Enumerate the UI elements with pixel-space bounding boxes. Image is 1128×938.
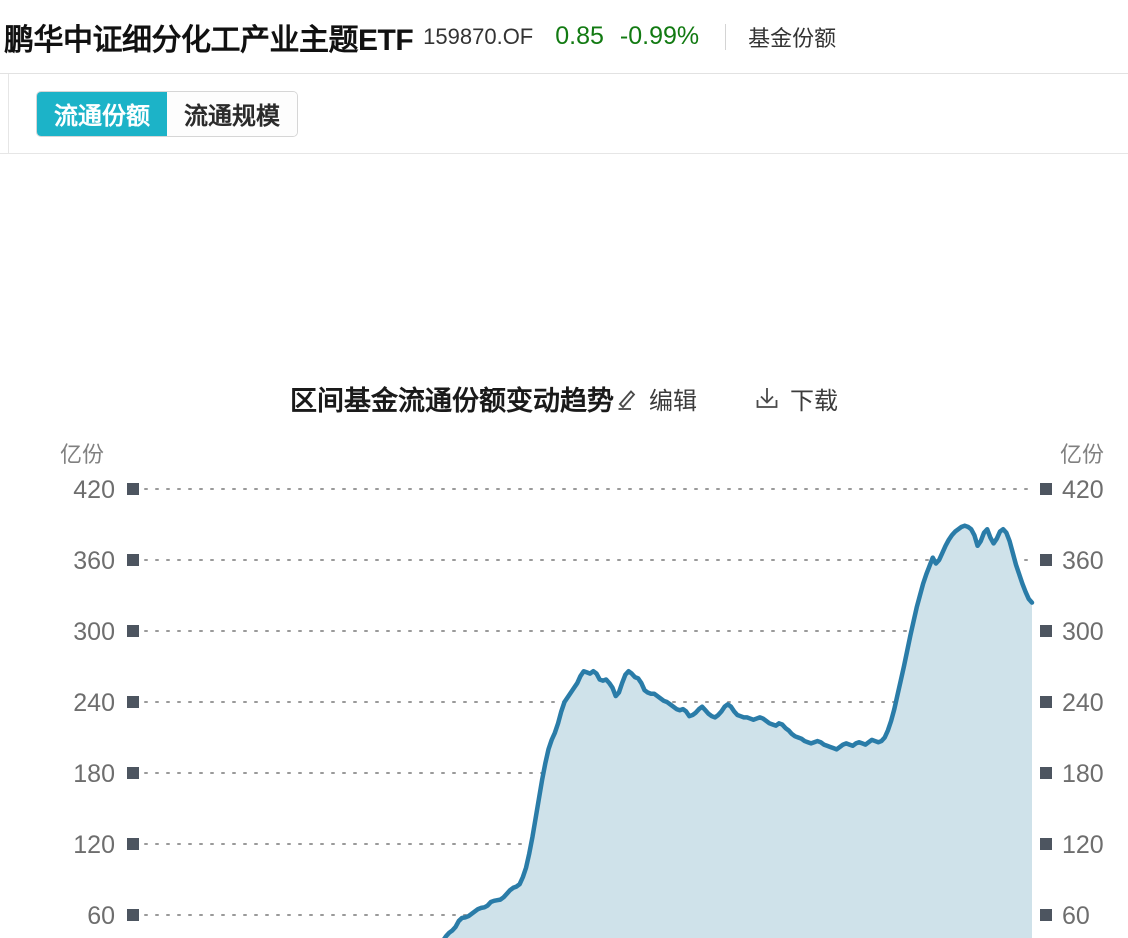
svg-text:240: 240 xyxy=(1062,689,1104,717)
svg-text:120: 120 xyxy=(73,831,115,859)
svg-text:180: 180 xyxy=(1062,760,1104,788)
tab-circulating-shares[interactable]: 流通份额 xyxy=(37,91,167,136)
chart-container: 区间基金流通份额变动趋势 编辑 下载 亿份 亿份 00606012012 xyxy=(0,154,1128,938)
price-value: 0.85 xyxy=(555,22,604,50)
download-label: 下载 xyxy=(790,387,838,415)
tab-bar: 流通份额 流通规模 xyxy=(0,74,1128,154)
svg-text:360: 360 xyxy=(73,547,115,575)
download-icon xyxy=(753,385,781,411)
svg-text:300: 300 xyxy=(73,618,115,646)
chart-title: 区间基金流通份额变动趋势 xyxy=(290,385,614,416)
svg-text:300: 300 xyxy=(1062,618,1104,646)
fund-name: 鹏华中证细分化工产业主题ETF xyxy=(4,23,414,57)
svg-text:60: 60 xyxy=(1062,902,1090,930)
chart-plot: 0060601201201801802402403003003603604204… xyxy=(73,476,1104,938)
price-change-percent: -0.99% xyxy=(619,22,700,50)
chart-header: 区间基金流通份额变动趋势 编辑 下载 xyxy=(0,376,1128,420)
svg-text:180: 180 xyxy=(73,760,115,788)
fund-code: 159870.OF xyxy=(423,23,534,49)
y-axis-unit-left: 亿份 xyxy=(60,442,105,467)
left-rail-divider xyxy=(8,74,9,154)
tab-group: 流通份额 流通规模 xyxy=(36,90,298,137)
svg-text:60: 60 xyxy=(87,902,115,930)
edit-label: 编辑 xyxy=(649,387,697,415)
svg-text:360: 360 xyxy=(1062,547,1104,575)
download-button[interactable]: 下载 xyxy=(753,381,838,416)
page-header: 鹏华中证细分化工产业主题ETF 159870.OF 0.85 -0.99% 基金… xyxy=(0,0,1128,74)
y-axis-unit-right: 亿份 xyxy=(1060,442,1105,467)
svg-text:420: 420 xyxy=(1062,476,1104,504)
svg-text:420: 420 xyxy=(73,476,115,504)
pencil-icon xyxy=(614,385,640,411)
svg-text:240: 240 xyxy=(73,689,115,717)
header-divider xyxy=(725,23,727,50)
tab-circulating-scale[interactable]: 流通规模 xyxy=(167,91,297,136)
edit-button[interactable]: 编辑 xyxy=(614,381,697,416)
header-tag: 基金份额 xyxy=(748,25,837,51)
svg-text:120: 120 xyxy=(1062,831,1104,859)
